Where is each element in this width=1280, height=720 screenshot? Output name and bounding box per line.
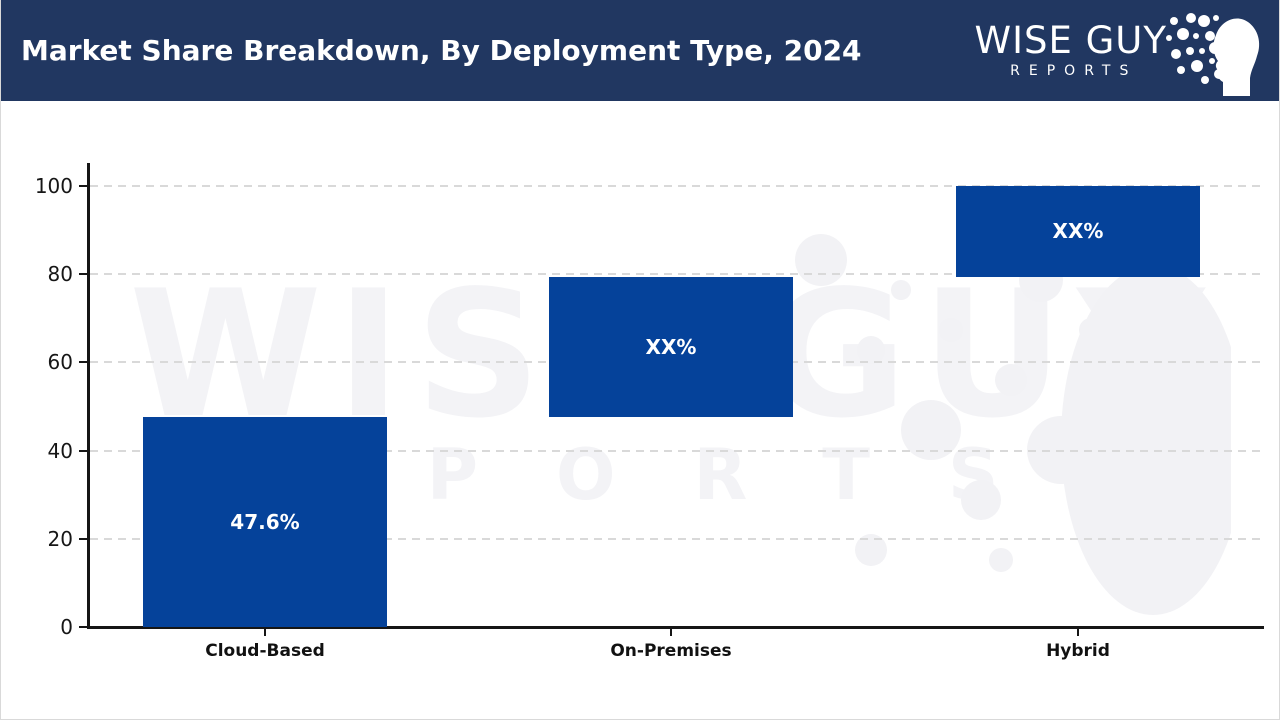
y-tick-label-60: 60 bbox=[47, 350, 73, 375]
gridline-100 bbox=[90, 185, 1264, 187]
x-tick-mark-cloud-based bbox=[264, 629, 266, 636]
x-tick-mark-hybrid bbox=[1077, 629, 1079, 636]
bar-value-label-cloud-based: 47.6% bbox=[230, 510, 300, 535]
x-axis-label-hybrid: Hybrid bbox=[1046, 641, 1110, 661]
y-tick-label-100: 100 bbox=[34, 174, 73, 198]
y-tick-mark-0 bbox=[79, 626, 87, 628]
bar-value-label-on-premises: XX% bbox=[645, 334, 697, 359]
y-tick-mark-60 bbox=[79, 361, 87, 364]
x-axis-label-cloud-based: Cloud-Based bbox=[205, 641, 325, 661]
x-axis-line bbox=[87, 626, 1264, 629]
bar-hybrid: XX% bbox=[956, 186, 1200, 277]
page-title: Market Share Breakdown, By Deployment Ty… bbox=[21, 34, 862, 67]
logo-subtitle: REPORTS bbox=[1010, 63, 1138, 79]
y-tick-label-20: 20 bbox=[47, 526, 73, 551]
y-tick-label-0: 0 bbox=[60, 615, 73, 639]
y-tick-mark-100 bbox=[79, 185, 87, 187]
y-tick-label-40: 40 bbox=[47, 438, 73, 463]
gridline-20 bbox=[90, 537, 1264, 540]
logo-text: WISE GUY REPORTS bbox=[975, 22, 1167, 79]
bar-value-label-hybrid: XX% bbox=[1052, 219, 1104, 244]
y-tick-mark-20 bbox=[79, 537, 87, 540]
wise-guy-reports-logo: WISE GUY REPORTS bbox=[975, 6, 1265, 96]
x-tick-mark-on-premises bbox=[670, 629, 672, 636]
x-axis-label-on-premises: On-Premises bbox=[610, 641, 732, 661]
bar-on-premises: XX% bbox=[549, 276, 793, 418]
y-axis-line bbox=[87, 163, 90, 629]
y-tick-mark-40 bbox=[79, 449, 87, 452]
y-tick-mark-80 bbox=[79, 273, 87, 276]
y-tick-label-80: 80 bbox=[47, 262, 73, 287]
gridline-80 bbox=[90, 273, 1264, 276]
logo-head-icon bbox=[1166, 12, 1260, 96]
logo-name: WISE GUY bbox=[974, 19, 1167, 62]
bar-cloud-based: 47.6% bbox=[143, 417, 387, 627]
watermark-head-dots bbox=[795, 234, 1231, 615]
gridline-40 bbox=[90, 449, 1264, 452]
header-bar: Market Share Breakdown, By Deployment Ty… bbox=[1, 0, 1279, 101]
